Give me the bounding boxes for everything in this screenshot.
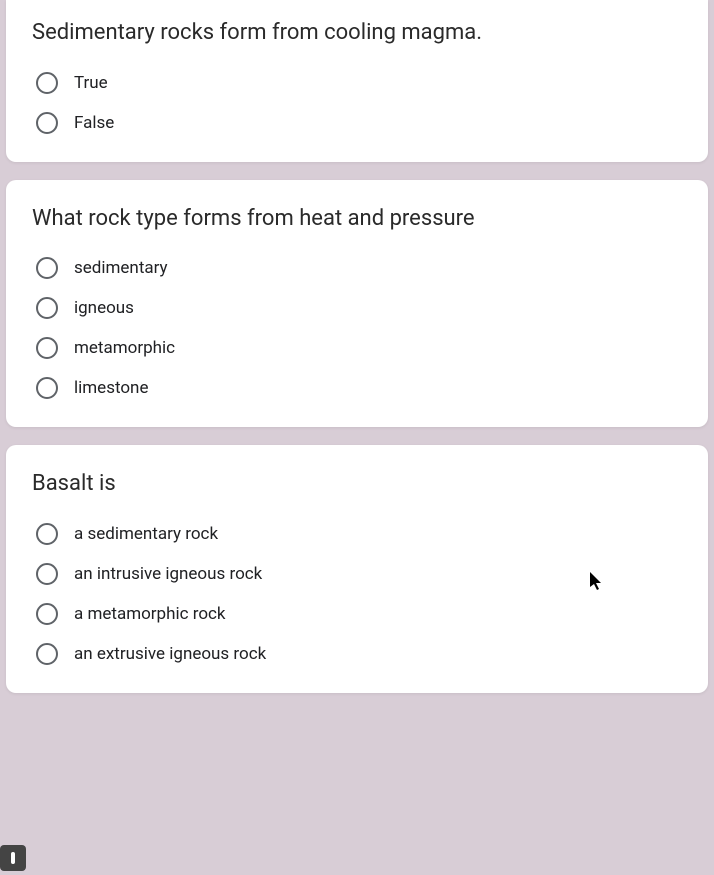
radio-icon bbox=[36, 112, 58, 134]
radio-icon bbox=[36, 643, 58, 665]
option-label: limestone bbox=[74, 378, 148, 398]
radio-icon bbox=[36, 563, 58, 585]
radio-option[interactable]: limestone bbox=[36, 377, 682, 399]
radio-icon bbox=[36, 603, 58, 625]
option-label: sedimentary bbox=[74, 258, 168, 278]
options-group: True False bbox=[32, 72, 682, 134]
option-label: False bbox=[74, 113, 114, 133]
question-card: Sedimentary rocks form from cooling magm… bbox=[6, 0, 708, 162]
radio-option[interactable]: a metamorphic rock bbox=[36, 603, 682, 625]
option-label: a sedimentary rock bbox=[74, 524, 218, 544]
radio-icon bbox=[36, 257, 58, 279]
question-prompt: Sedimentary rocks form from cooling magm… bbox=[32, 18, 682, 48]
radio-icon bbox=[36, 377, 58, 399]
option-label: an extrusive igneous rock bbox=[74, 644, 266, 664]
radio-icon bbox=[36, 72, 58, 94]
question-card: Basalt is a sedimentary rock an intrusiv… bbox=[6, 445, 708, 693]
option-label: a metamorphic rock bbox=[74, 604, 226, 624]
radio-icon bbox=[36, 297, 58, 319]
question-prompt: What rock type forms from heat and press… bbox=[32, 204, 682, 234]
option-label: metamorphic bbox=[74, 338, 175, 358]
radio-icon bbox=[36, 523, 58, 545]
options-group: a sedimentary rock an intrusive igneous … bbox=[32, 523, 682, 665]
question-prompt: Basalt is bbox=[32, 469, 682, 499]
radio-option[interactable]: a sedimentary rock bbox=[36, 523, 682, 545]
radio-option[interactable]: sedimentary bbox=[36, 257, 682, 279]
radio-option[interactable]: True bbox=[36, 72, 682, 94]
radio-option[interactable]: an extrusive igneous rock bbox=[36, 643, 682, 665]
radio-icon bbox=[36, 337, 58, 359]
notification-badge-icon bbox=[0, 845, 26, 871]
question-card: What rock type forms from heat and press… bbox=[6, 180, 708, 428]
option-label: igneous bbox=[74, 298, 134, 318]
option-label: True bbox=[74, 73, 108, 93]
options-group: sedimentary igneous metamorphic limeston… bbox=[32, 257, 682, 399]
radio-option[interactable]: metamorphic bbox=[36, 337, 682, 359]
radio-option[interactable]: False bbox=[36, 112, 682, 134]
radio-option[interactable]: an intrusive igneous rock bbox=[36, 563, 682, 585]
option-label: an intrusive igneous rock bbox=[74, 564, 262, 584]
radio-option[interactable]: igneous bbox=[36, 297, 682, 319]
